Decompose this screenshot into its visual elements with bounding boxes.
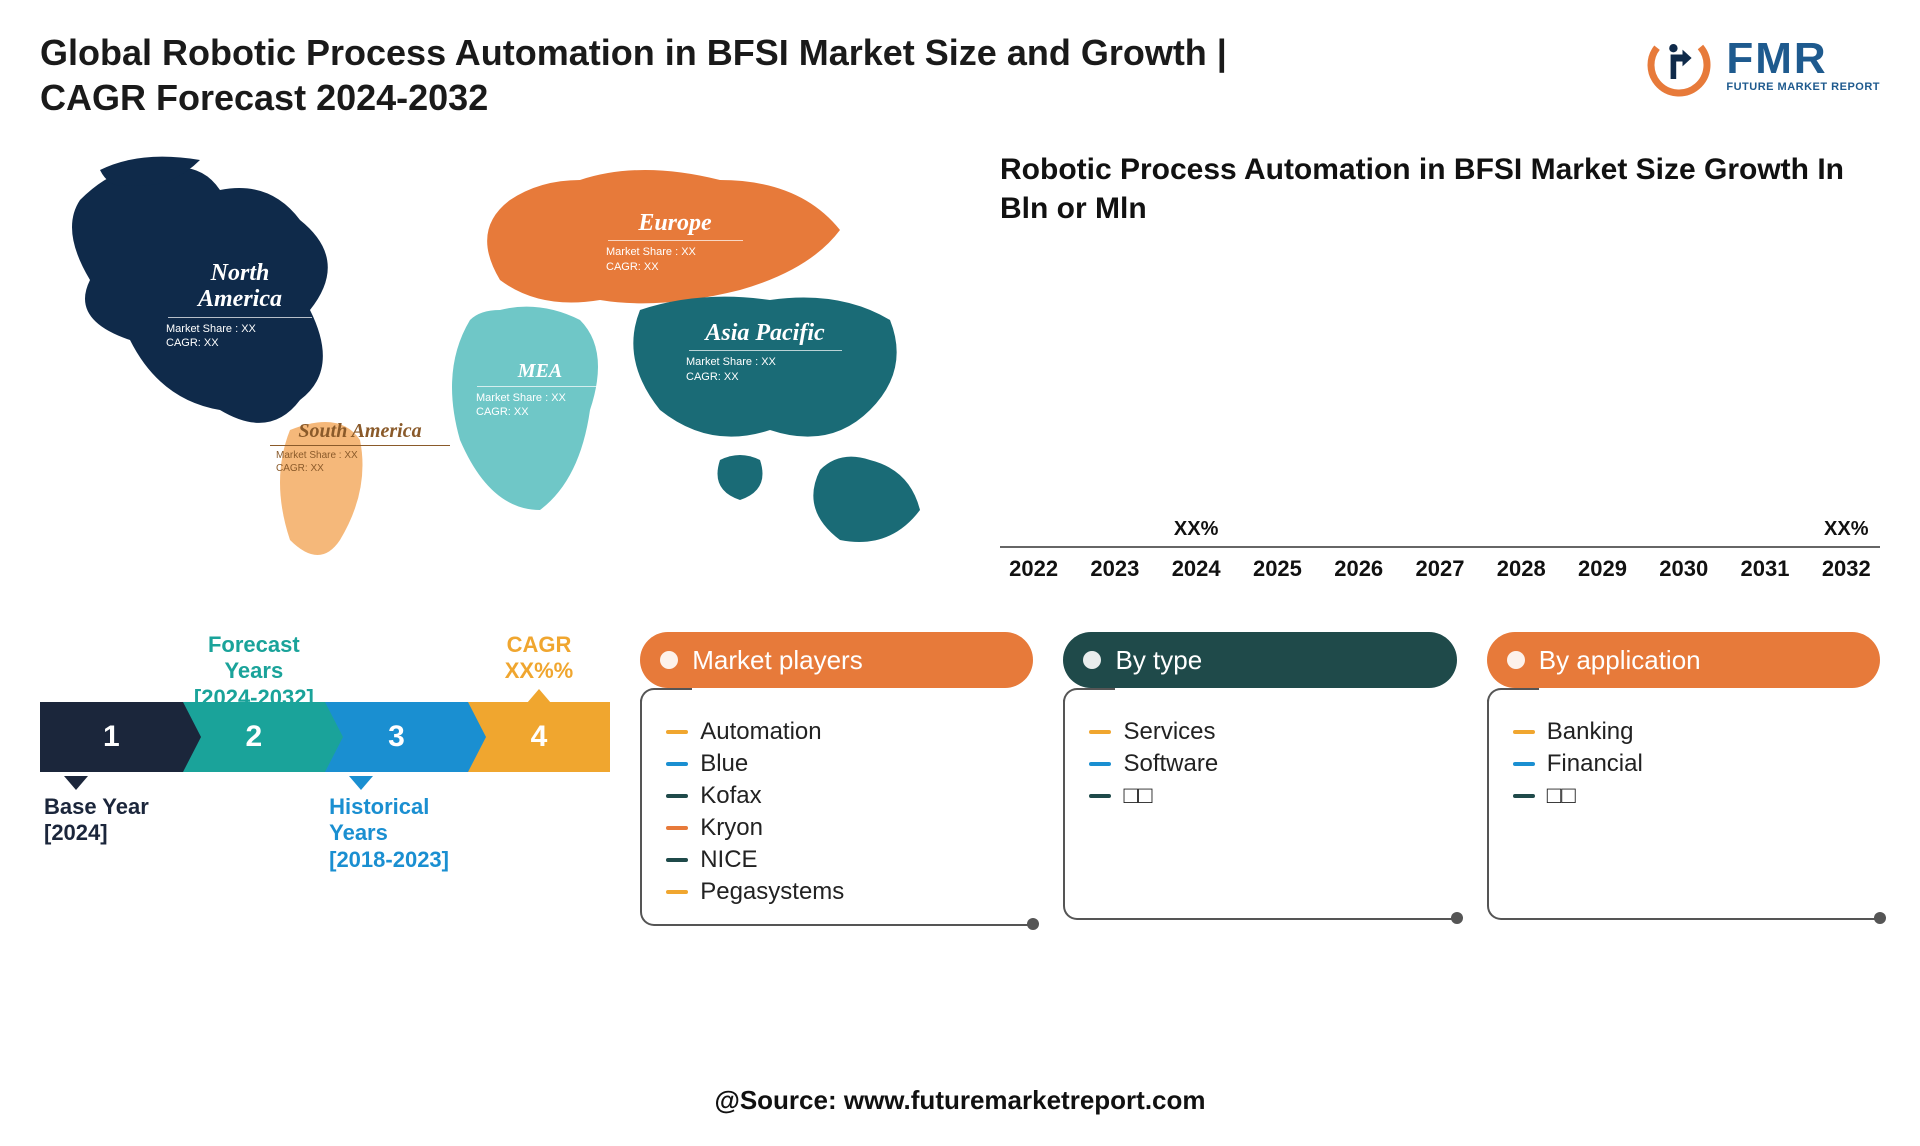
tick-icon bbox=[1089, 762, 1111, 766]
logo-subtitle: FUTURE MARKET REPORT bbox=[1726, 81, 1880, 93]
logo-acronym: FMR bbox=[1726, 37, 1880, 81]
cagr-value: XX%% bbox=[505, 658, 573, 683]
list-item-label: Financial bbox=[1547, 750, 1643, 778]
timeline-segment-1: 1 bbox=[40, 702, 183, 772]
tick-icon bbox=[1513, 762, 1535, 766]
tick-icon bbox=[1513, 794, 1535, 798]
tick-icon bbox=[666, 890, 688, 894]
list-item-label: Services bbox=[1123, 718, 1215, 746]
x-category: 2024 bbox=[1163, 556, 1230, 582]
page-title: Global Robotic Process Automation in BFS… bbox=[40, 30, 1340, 120]
tick-icon bbox=[666, 794, 688, 798]
by-application-title: By application bbox=[1539, 645, 1701, 676]
x-category: 2027 bbox=[1406, 556, 1473, 582]
list-item-label: □□ bbox=[1547, 782, 1576, 810]
list-item: Software bbox=[1089, 750, 1446, 778]
list-item-label: Pegasystems bbox=[700, 878, 844, 906]
by-type-title: By type bbox=[1115, 645, 1202, 676]
logo-icon bbox=[1644, 30, 1714, 100]
x-category: 2030 bbox=[1650, 556, 1717, 582]
tick-icon bbox=[666, 858, 688, 862]
market-players-panel: Market players Automation Blue Kofax Kryon N… bbox=[640, 632, 1033, 926]
list-item: Automation bbox=[666, 718, 1023, 746]
market-players-title: Market players bbox=[692, 645, 863, 676]
bar-annotation: XX% bbox=[1824, 518, 1868, 541]
list-item: Kofax bbox=[666, 782, 1023, 810]
x-category: 2023 bbox=[1081, 556, 1148, 582]
bullet-icon bbox=[1507, 651, 1525, 669]
list-item-label: NICE bbox=[700, 846, 757, 874]
region-eu-cagr: CAGR: XX bbox=[600, 260, 750, 274]
x-category: 2031 bbox=[1731, 556, 1798, 582]
x-category: 2032 bbox=[1813, 556, 1880, 582]
region-na-share: Market Share : XX bbox=[160, 322, 320, 336]
list-item-label: Kryon bbox=[700, 814, 763, 842]
tick-icon bbox=[666, 826, 688, 830]
list-item: Blue bbox=[666, 750, 1023, 778]
region-ap-cagr: CAGR: XX bbox=[680, 370, 850, 384]
tick-icon bbox=[1513, 730, 1535, 734]
x-category: 2026 bbox=[1325, 556, 1392, 582]
list-item-label: Banking bbox=[1547, 718, 1634, 746]
brand-logo: FMR FUTURE MARKET REPORT bbox=[1644, 30, 1880, 100]
region-na-cagr: CAGR: XX bbox=[160, 336, 320, 350]
x-category: 2025 bbox=[1244, 556, 1311, 582]
timeline-panel: Forecast Years [2024-2032] CAGR XX%% 123… bbox=[40, 632, 610, 873]
by-type-panel: By type Services Software □□ bbox=[1063, 632, 1456, 920]
base-year-value: [2024] bbox=[44, 820, 108, 845]
region-ap-share: Market Share : XX bbox=[680, 355, 850, 369]
forecast-years-label: Forecast Years bbox=[208, 632, 300, 683]
tick-icon bbox=[1089, 730, 1111, 734]
x-category: 2028 bbox=[1488, 556, 1555, 582]
region-sa-cagr: CAGR: XX bbox=[270, 462, 450, 475]
list-item: □□ bbox=[1513, 782, 1870, 810]
list-item-label: Kofax bbox=[700, 782, 761, 810]
list-item-label: Software bbox=[1123, 750, 1218, 778]
list-item: Kryon bbox=[666, 814, 1023, 842]
bar-annotation: XX% bbox=[1174, 518, 1218, 541]
region-sa-share: Market Share : XX bbox=[270, 449, 450, 462]
timeline-segment-4: 4 bbox=[468, 702, 611, 772]
timeline-segment-2: 2 bbox=[183, 702, 326, 772]
region-eu-name: Europe bbox=[600, 210, 750, 236]
list-item-label: Automation bbox=[700, 718, 821, 746]
cagr-label: CAGR bbox=[507, 632, 572, 657]
list-item-label: Blue bbox=[700, 750, 748, 778]
x-category: 2029 bbox=[1569, 556, 1636, 582]
list-item-label: □□ bbox=[1123, 782, 1152, 810]
base-year-label: Base Year bbox=[44, 794, 149, 819]
bullet-icon bbox=[660, 651, 678, 669]
region-sa-name: South America bbox=[270, 420, 450, 442]
source-attribution: @Source: www.futuremarketreport.com bbox=[0, 1085, 1920, 1116]
tick-icon bbox=[1089, 794, 1111, 798]
region-mea-cagr: CAGR: XX bbox=[470, 405, 610, 419]
list-item: Pegasystems bbox=[666, 878, 1023, 906]
list-item: □□ bbox=[1089, 782, 1446, 810]
chart-title: Robotic Process Automation in BFSI Marke… bbox=[1000, 150, 1880, 228]
list-item: Services bbox=[1089, 718, 1446, 746]
world-map: NorthAmerica Market Share : XX CAGR: XX … bbox=[40, 140, 960, 580]
region-mea-name: MEA bbox=[470, 360, 610, 382]
growth-chart: Robotic Process Automation in BFSI Marke… bbox=[1000, 140, 1880, 582]
x-category: 2022 bbox=[1000, 556, 1067, 582]
region-mea-share: Market Share : XX bbox=[470, 391, 610, 405]
by-application-panel: By application Banking Financial □□ bbox=[1487, 632, 1880, 920]
region-eu-share: Market Share : XX bbox=[600, 245, 750, 259]
region-ap-name: Asia Pacific bbox=[680, 320, 850, 346]
timeline-segment-3: 3 bbox=[325, 702, 468, 772]
bullet-icon bbox=[1083, 651, 1101, 669]
list-item: Banking bbox=[1513, 718, 1870, 746]
historical-years-range: [2018-2023] bbox=[329, 847, 449, 872]
tick-icon bbox=[666, 730, 688, 734]
list-item: NICE bbox=[666, 846, 1023, 874]
region-na-name: NorthAmerica bbox=[160, 260, 320, 313]
tick-icon bbox=[666, 762, 688, 766]
historical-years-label: Historical Years bbox=[329, 794, 429, 845]
list-item: Financial bbox=[1513, 750, 1870, 778]
